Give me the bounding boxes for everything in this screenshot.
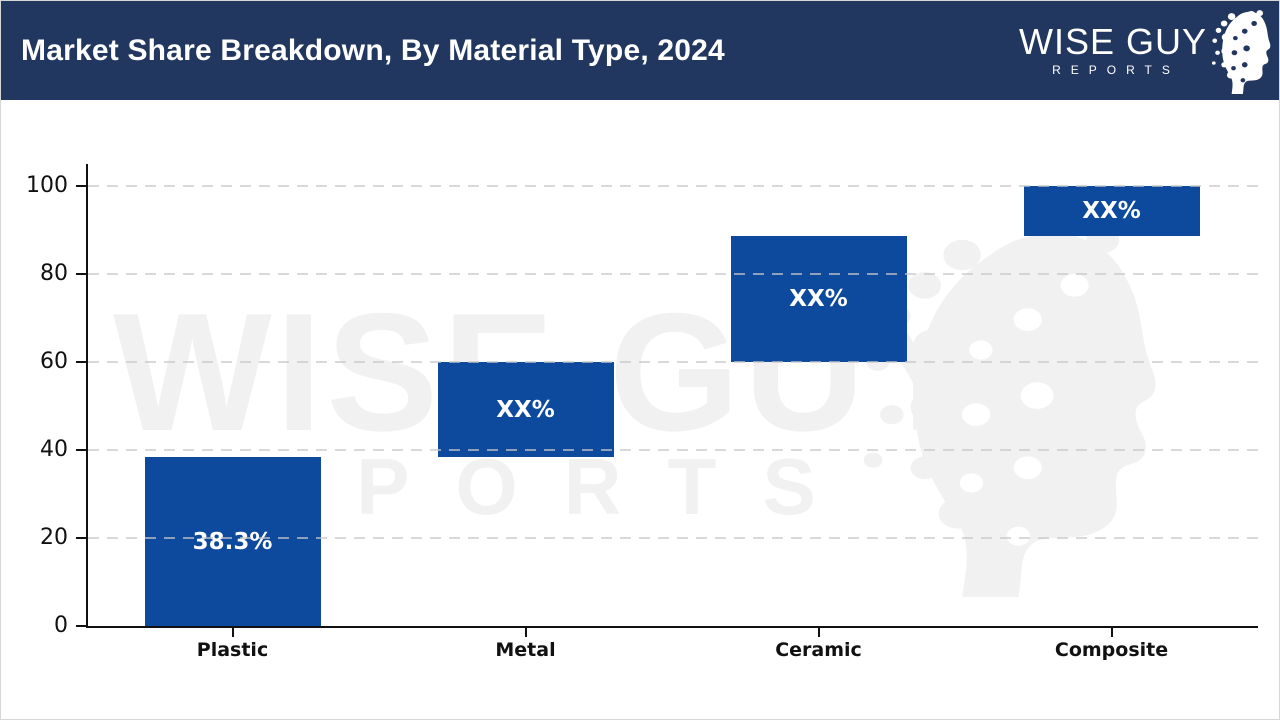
y-tick-label-0: 0: [54, 613, 68, 638]
x-axis-label-plastic: Plastic: [196, 639, 269, 661]
gridline-40: [88, 449, 1258, 451]
chart-title: Market Share Breakdown, By Material Type…: [21, 33, 725, 67]
bar-composite: XX%: [1023, 186, 1200, 237]
y-tick-label-40: 40: [40, 437, 68, 462]
y-tick-80: [76, 273, 86, 275]
y-tick-0: [76, 625, 86, 627]
bar-ceramic: XX%: [730, 236, 907, 362]
y-tick-100: [76, 185, 86, 187]
y-tick-label-60: 60: [40, 349, 68, 374]
dotted-face-icon: [1211, 9, 1271, 94]
watermark-dotted-face: [863, 226, 1156, 597]
gridline-20: [88, 537, 1258, 539]
bar-value-label-ceramic: XX%: [789, 286, 848, 313]
y-tick-20: [76, 537, 86, 539]
x-axis-label-composite: Composite: [1054, 639, 1169, 661]
x-axis-label-ceramic: Ceramic: [775, 639, 862, 661]
y-tick-40: [76, 449, 86, 451]
x-tick-ceramic: [817, 628, 820, 637]
x-axis-line: [86, 626, 1258, 628]
brand-name: WISE GUY: [1018, 21, 1207, 62]
y-tick-60: [76, 361, 86, 363]
bar-value-label-composite: XX%: [1082, 198, 1141, 225]
bar-value-label-metal: XX%: [496, 396, 555, 423]
gridline-100: [88, 185, 1258, 187]
bar-plastic: 38.3%: [144, 457, 321, 626]
bar-metal: XX%: [437, 362, 614, 458]
y-tick-label-80: 80: [40, 261, 68, 286]
gridline-80: [88, 273, 1258, 275]
x-tick-metal: [524, 628, 527, 637]
brand-logo-text: WISE GUY REPORTS: [1018, 21, 1207, 78]
plot-area: 0 20 40 60 80 100 38.3% Plastic XX% Metal XX% Ceram…: [26, 164, 1258, 661]
x-axis-label-metal: Metal: [495, 639, 556, 661]
x-tick-composite: [1110, 628, 1113, 637]
x-tick-plastic: [231, 628, 234, 637]
y-tick-label-100: 100: [26, 173, 68, 198]
header-bar: Market Share Breakdown, By Material Type…: [1, 1, 1279, 100]
y-tick-label-20: 20: [40, 525, 68, 550]
y-axis-line: [86, 164, 88, 628]
brand-subname: REPORTS: [1052, 63, 1180, 77]
gridline-60: [88, 361, 1258, 363]
bar-value-label-plastic: 38.3%: [192, 528, 273, 555]
brand-logo: WISE GUY REPORTS: [1019, 8, 1271, 94]
